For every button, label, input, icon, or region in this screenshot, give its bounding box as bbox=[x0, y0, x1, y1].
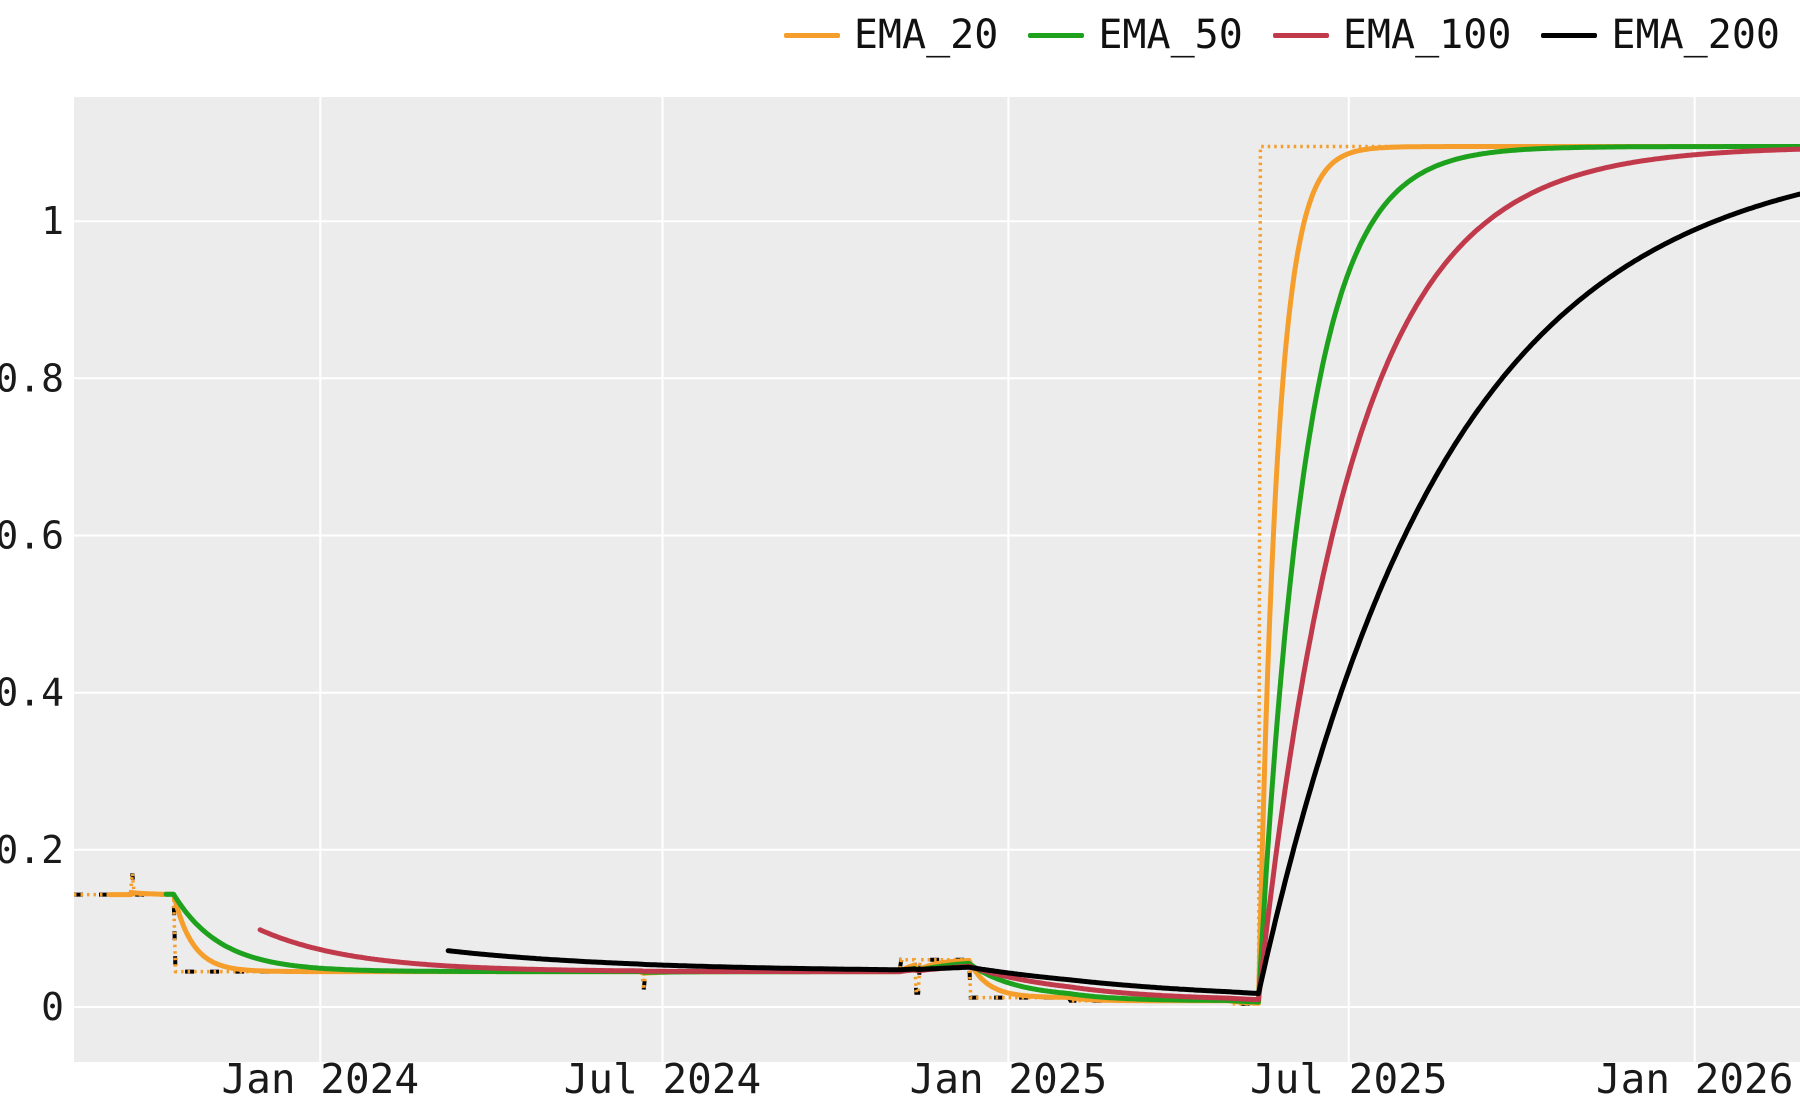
legend-label-ema-50: EMA_50 bbox=[1098, 12, 1243, 58]
y-tick-label: 0.2 bbox=[0, 828, 64, 872]
x-tick-label: Jan 2024 bbox=[222, 1055, 419, 1100]
legend-item-ema-20: EMA_20 bbox=[783, 12, 999, 58]
ema-line-200 bbox=[445, 191, 1800, 996]
legend-item-ema-100: EMA_100 bbox=[1272, 12, 1512, 58]
legend-label-ema-20: EMA_20 bbox=[853, 12, 999, 58]
legend-line-swatch-ema-100 bbox=[1272, 32, 1329, 38]
y-tick-label: 0.4 bbox=[0, 671, 64, 715]
y-tick-label: 1 bbox=[41, 199, 64, 243]
gridlines bbox=[74, 97, 1800, 1062]
x-tick-label: Jul 2025 bbox=[1250, 1055, 1447, 1100]
y-tick-label: 0.8 bbox=[0, 356, 64, 400]
axis-tick-labels: 0 0.2 0.4 0.6 0.8 1 Jan 2024 Jul 2024 Jan 2025 Ju… bbox=[0, 199, 1793, 1100]
y-tick-label: 0.6 bbox=[0, 514, 64, 558]
plot-background bbox=[74, 97, 1800, 1062]
x-tick-label: Jul 2024 bbox=[564, 1055, 761, 1100]
legend-label-ema-100: EMA_100 bbox=[1342, 12, 1512, 58]
x-tick-label: Jan 2025 bbox=[910, 1055, 1107, 1100]
x-tick-label: Jan 2026 bbox=[1596, 1055, 1793, 1100]
legend-line-swatch-ema-20 bbox=[783, 32, 840, 38]
legend-item-ema-50: EMA_50 bbox=[1028, 12, 1243, 58]
ema-line-100 bbox=[257, 146, 1800, 1003]
legend-line-swatch-ema-200 bbox=[1541, 32, 1598, 38]
legend-label-ema-200: EMA_200 bbox=[1611, 12, 1780, 58]
data-lines bbox=[74, 144, 1800, 1006]
y-tick-label: 0 bbox=[41, 985, 64, 1029]
chart-legend: EMA_20 EMA_50 EMA_100 EMA_200 bbox=[783, 12, 1780, 58]
legend-line-swatch-ema-50 bbox=[1028, 32, 1085, 38]
legend-item-ema-200: EMA_200 bbox=[1541, 12, 1780, 58]
